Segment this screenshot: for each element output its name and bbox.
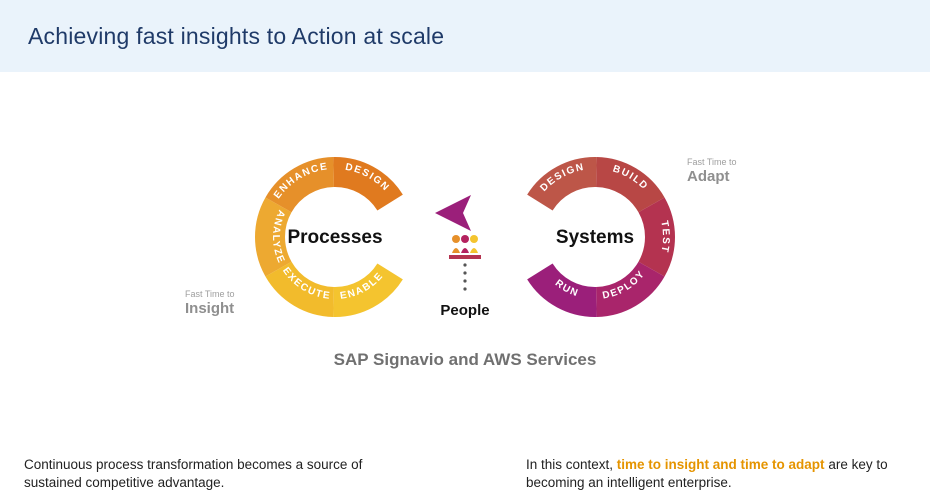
svg-text:Fast Time to: Fast Time to — [185, 289, 235, 299]
infinity-diagram: ENABLEEXECUTEANALYZEENHANCEDESIGNDESIGNB… — [0, 72, 930, 417]
footer-highlight: time to insight and time to adapt — [617, 457, 825, 472]
svg-text:Insight: Insight — [185, 300, 234, 317]
svg-text:Systems: Systems — [556, 227, 634, 248]
svg-text:People: People — [440, 302, 489, 319]
footer-right: In this context, time to insight and tim… — [526, 456, 906, 492]
svg-text:Processes: Processes — [287, 227, 382, 248]
svg-text:Adapt: Adapt — [687, 168, 730, 185]
slide-title: Achieving fast insights to Action at sca… — [28, 23, 444, 50]
svg-text:SAP Signavio and AWS Services: SAP Signavio and AWS Services — [334, 350, 597, 369]
footer-left: Continuous process transformation become… — [24, 456, 404, 492]
footer: Continuous process transformation become… — [0, 456, 930, 492]
slide-header: Achieving fast insights to Action at sca… — [0, 0, 930, 72]
svg-text:Fast Time to: Fast Time to — [687, 157, 737, 167]
